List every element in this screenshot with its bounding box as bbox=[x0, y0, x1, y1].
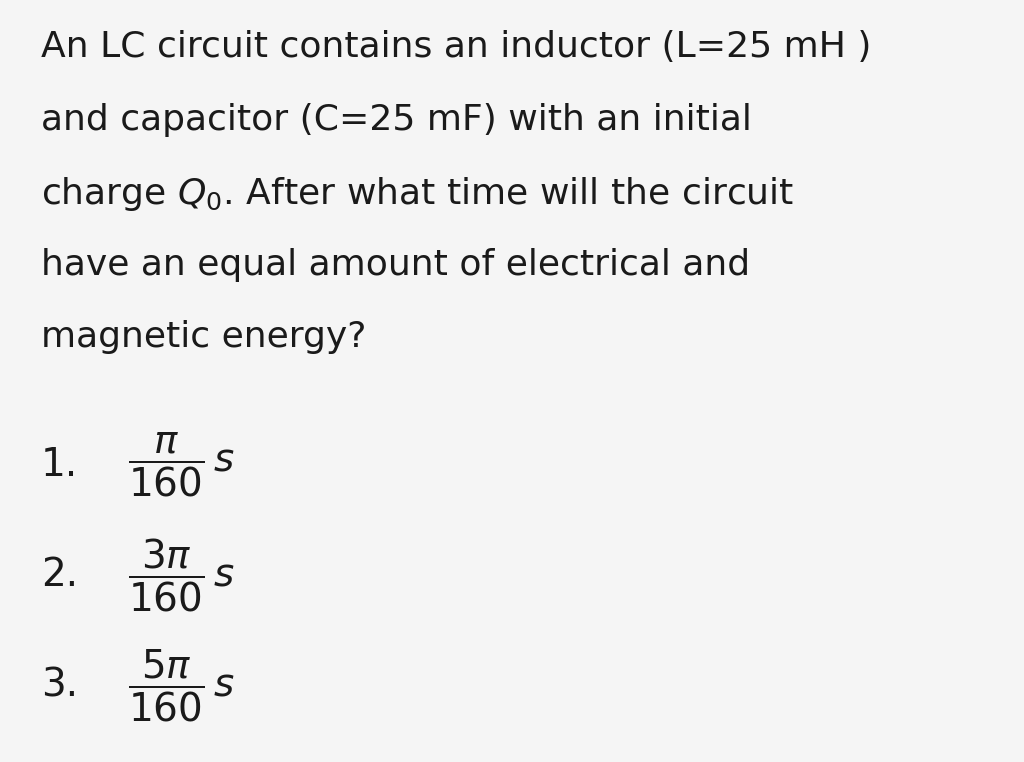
Text: and capacitor (C=25 mF) with an initial: and capacitor (C=25 mF) with an initial bbox=[41, 103, 752, 137]
Text: $\dfrac{\pi}{160}\,s$: $\dfrac{\pi}{160}\,s$ bbox=[128, 431, 234, 499]
Text: An LC circuit contains an inductor (L=25 mH ): An LC circuit contains an inductor (L=25… bbox=[41, 30, 871, 65]
Text: $\dfrac{5\pi}{160}\,s$: $\dfrac{5\pi}{160}\,s$ bbox=[128, 648, 234, 724]
Text: have an equal amount of electrical and: have an equal amount of electrical and bbox=[41, 248, 751, 282]
Text: magnetic energy?: magnetic energy? bbox=[41, 320, 367, 354]
Text: 3.: 3. bbox=[41, 667, 78, 705]
Text: charge $Q_0$. After what time will the circuit: charge $Q_0$. After what time will the c… bbox=[41, 175, 795, 213]
Text: 1.: 1. bbox=[41, 446, 78, 484]
Text: 2.: 2. bbox=[41, 556, 78, 594]
Text: $\dfrac{3\pi}{160}\,s$: $\dfrac{3\pi}{160}\,s$ bbox=[128, 536, 234, 614]
